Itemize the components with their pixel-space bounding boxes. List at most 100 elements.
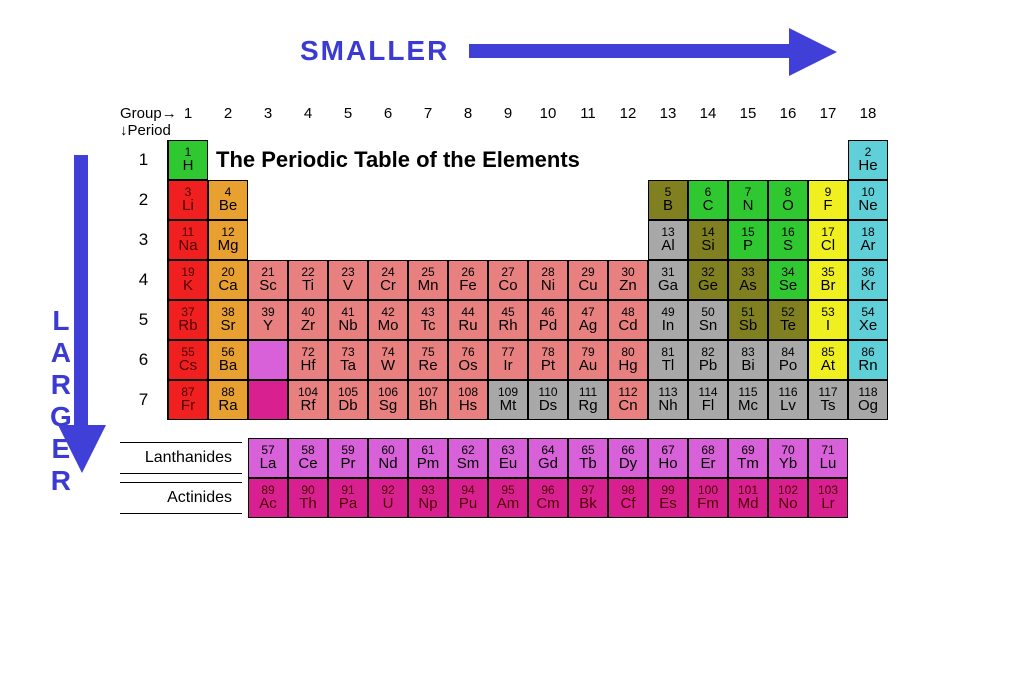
element-symbol: Gd: [538, 456, 558, 472]
group-number: 18: [848, 105, 888, 122]
element-cell-Dy: 66Dy: [608, 438, 648, 478]
element-symbol: Rh: [498, 318, 517, 334]
element-symbol: Ag: [579, 318, 597, 334]
period-number: 3: [120, 220, 168, 260]
element-symbol: Cm: [536, 496, 559, 512]
element-symbol: Sb: [739, 318, 757, 334]
element-symbol: Tm: [737, 456, 759, 472]
element-cell-Re: 75Re: [408, 340, 448, 380]
element-cell-Cf: 98Cf: [608, 478, 648, 518]
element-symbol: Hs: [459, 398, 477, 414]
element-cell-Hf: 72Hf: [288, 340, 328, 380]
element-symbol: Pb: [699, 358, 717, 374]
element-symbol: Tl: [662, 358, 675, 374]
element-cell-Te: 52Te: [768, 300, 808, 340]
period-row-4: 419K20Ca21Sc22Ti23V24Cr25Mn26Fe27Co28Ni2…: [120, 260, 888, 300]
element-cell-Rb: 37Rb: [168, 300, 208, 340]
group-number: 6: [368, 105, 408, 122]
element-cell-Ac: 89Ac: [248, 478, 288, 518]
element-symbol: Pt: [541, 358, 555, 374]
element-symbol: Ge: [698, 278, 718, 294]
period-number: 5: [120, 300, 168, 340]
element-cell-Ru: 44Ru: [448, 300, 488, 340]
element-symbol: Nb: [338, 318, 357, 334]
element-symbol: Xe: [859, 318, 877, 334]
element-cell-In: 49In: [648, 300, 688, 340]
element-cell-Np: 93Np: [408, 478, 448, 518]
element-cell-Mo: 42Mo: [368, 300, 408, 340]
element-cell-Hs: 108Hs: [448, 380, 488, 420]
element-cell-Lr: 103Lr: [808, 478, 848, 518]
element-symbol: Hg: [618, 358, 637, 374]
element-symbol: Og: [858, 398, 878, 414]
element-symbol: Bk: [579, 496, 597, 512]
element-cell-Nb: 41Nb: [328, 300, 368, 340]
period-row-5: 537Rb38Sr39Y40Zr41Nb42Mo43Tc44Ru45Rh46Pd…: [120, 300, 888, 340]
element-symbol: Tb: [579, 456, 597, 472]
element-cell-Gd: 64Gd: [528, 438, 568, 478]
period-number: 2: [120, 180, 168, 220]
element-cell-placeholder: [248, 340, 288, 380]
element-symbol: Br: [821, 278, 836, 294]
element-symbol: Cs: [179, 358, 197, 374]
group-number: 3: [248, 105, 288, 122]
element-symbol: La: [260, 456, 277, 472]
smaller-label: SMALLER: [300, 35, 449, 67]
period-number: 6: [120, 340, 168, 380]
element-cell-Nh: 113Nh: [648, 380, 688, 420]
element-cell-Ge: 32Ge: [688, 260, 728, 300]
element-cell-Ni: 28Ni: [528, 260, 568, 300]
element-symbol: Na: [178, 238, 197, 254]
element-symbol: Md: [738, 496, 759, 512]
element-symbol: Db: [338, 398, 357, 414]
element-symbol: K: [183, 278, 193, 294]
element-symbol: Re: [418, 358, 437, 374]
element-cell-O: 8O: [768, 180, 808, 220]
element-cell-Pt: 78Pt: [528, 340, 568, 380]
period-arrow-label: ↓Period: [120, 122, 168, 140]
element-symbol: Sr: [221, 318, 236, 334]
element-cell-Cu: 29Cu: [568, 260, 608, 300]
element-symbol: S: [783, 238, 793, 254]
actinides-label: Actinides: [120, 482, 242, 514]
element-cell-B: 5B: [648, 180, 688, 220]
element-cell-Eu: 63Eu: [488, 438, 528, 478]
arrow-down-icon: [70, 155, 92, 475]
element-cell-Si: 14Si: [688, 220, 728, 260]
element-symbol: Mt: [500, 398, 517, 414]
element-cell-Ga: 31Ga: [648, 260, 688, 300]
group-header-row: Group→ 123456789101112131415161718: [120, 105, 888, 122]
element-cell-Be: 4Be: [208, 180, 248, 220]
element-cell-Nd: 60Nd: [368, 438, 408, 478]
element-symbol: Tc: [421, 318, 436, 334]
element-symbol: Pa: [339, 496, 357, 512]
element-symbol: Rn: [858, 358, 877, 374]
element-symbol: F: [823, 198, 832, 214]
element-cell-No: 102No: [768, 478, 808, 518]
element-symbol: Es: [659, 496, 677, 512]
element-cell-Ta: 73Ta: [328, 340, 368, 380]
element-symbol: Lv: [780, 398, 796, 414]
element-cell-Na: 11Na: [168, 220, 208, 260]
f-block: Lanthanides 57La58Ce59Pr60Nd61Pm62Sm63Eu…: [120, 438, 888, 518]
element-symbol: Ga: [658, 278, 678, 294]
element-cell-Sr: 38Sr: [208, 300, 248, 340]
element-cell-V: 23V: [328, 260, 368, 300]
element-cell-Es: 99Es: [648, 478, 688, 518]
element-cell-Ir: 77Ir: [488, 340, 528, 380]
element-cell-Pm: 61Pm: [408, 438, 448, 478]
period-header-row: ↓Period: [120, 122, 888, 140]
element-symbol: Li: [182, 198, 194, 214]
element-cell-Hg: 80Hg: [608, 340, 648, 380]
element-cell-As: 33As: [728, 260, 768, 300]
group-number: 8: [448, 105, 488, 122]
actinides-row: Actinides 89Ac90Th91Pa92U93Np94Pu95Am96C…: [120, 478, 888, 518]
group-number: 12: [608, 105, 648, 122]
element-symbol: Lr: [821, 496, 834, 512]
element-symbol: Dy: [619, 456, 637, 472]
element-symbol: Mo: [378, 318, 399, 334]
element-symbol: H: [183, 158, 194, 174]
element-cell-Sn: 50Sn: [688, 300, 728, 340]
group-number: 13: [648, 105, 688, 122]
element-cell-Po: 84Po: [768, 340, 808, 380]
